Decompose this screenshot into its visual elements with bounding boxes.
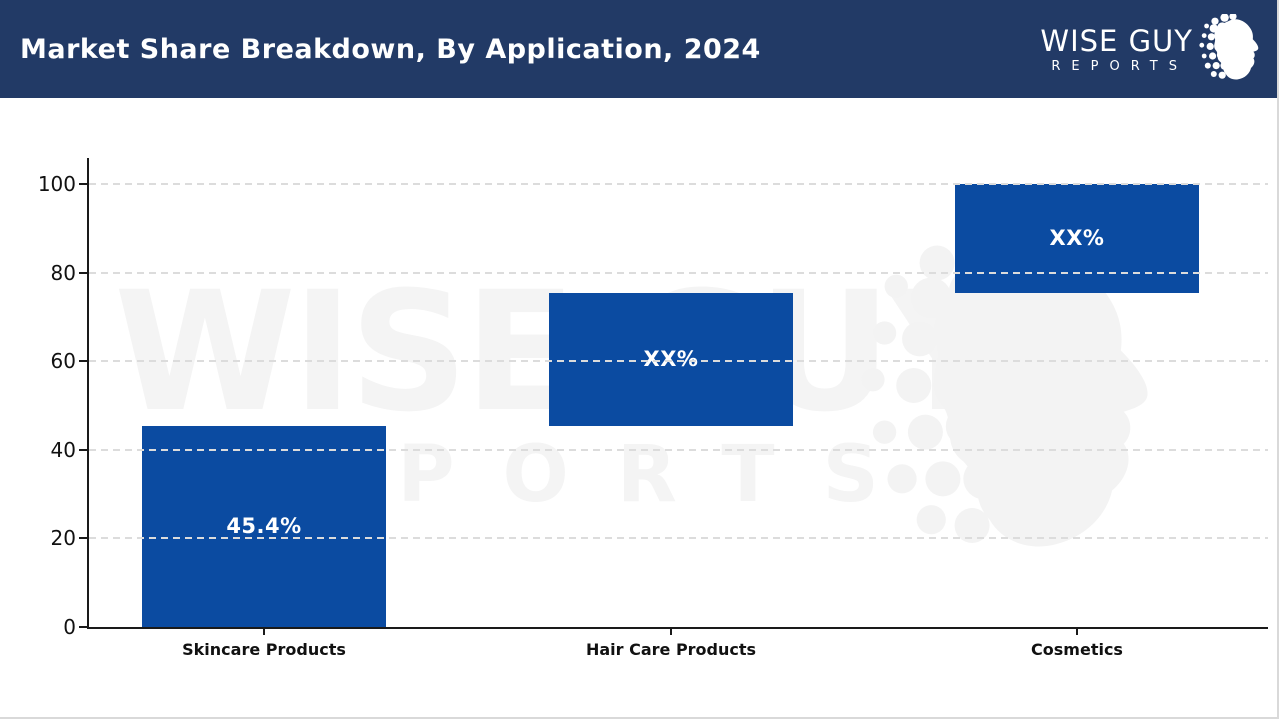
y-tick-80: [79, 271, 87, 274]
gridline-20: [89, 537, 1268, 540]
y-tick-60: [79, 360, 87, 363]
y-tick-label-0: 0: [63, 615, 76, 639]
x-tick-3: [1076, 629, 1078, 635]
y-tick-40: [79, 448, 87, 451]
x-axis-line: [87, 627, 1268, 629]
bar-label-3: XX%: [1049, 226, 1105, 251]
brand-name: WISE GUY: [1040, 24, 1193, 59]
category-label-3: Cosmetics: [1031, 640, 1123, 659]
gridline-60: [89, 360, 1268, 363]
bar-3: XX%: [955, 184, 1199, 293]
x-tick-2: [670, 629, 672, 635]
category-label-2: Hair Care Products: [585, 640, 757, 659]
brand-logo-text: WISE GUY REPORTS: [1040, 24, 1193, 74]
header-band: Market Share Breakdown, By Application, …: [0, 0, 1277, 98]
chart-title: Market Share Breakdown, By Application, …: [20, 34, 761, 65]
x-tick-1: [263, 629, 265, 635]
y-axis-line: [87, 158, 89, 629]
brand-head-icon: [1197, 11, 1263, 89]
y-tick-0: [79, 626, 87, 628]
brand-logo: WISE GUY REPORTS: [1040, 8, 1263, 92]
bar-2: XX%: [549, 292, 793, 426]
y-tick-20: [79, 537, 87, 540]
brand-subtitle: REPORTS: [1051, 58, 1188, 74]
gridline-40: [89, 448, 1268, 451]
bar-1: 45.4%: [142, 425, 386, 627]
bar-label-2: XX%: [643, 347, 699, 372]
category-label-1: Skincare Products: [182, 640, 346, 659]
y-tick-100: [79, 183, 87, 185]
y-tick-label-40: 40: [50, 437, 76, 462]
gridline-80: [89, 271, 1268, 274]
bar-label-1: 45.4%: [226, 514, 302, 539]
y-tick-label-100: 100: [37, 172, 76, 196]
y-tick-label-20: 20: [50, 526, 76, 551]
y-tick-label-80: 80: [50, 260, 76, 285]
y-tick-label-60: 60: [50, 349, 76, 374]
gridline-100: [89, 183, 1268, 185]
